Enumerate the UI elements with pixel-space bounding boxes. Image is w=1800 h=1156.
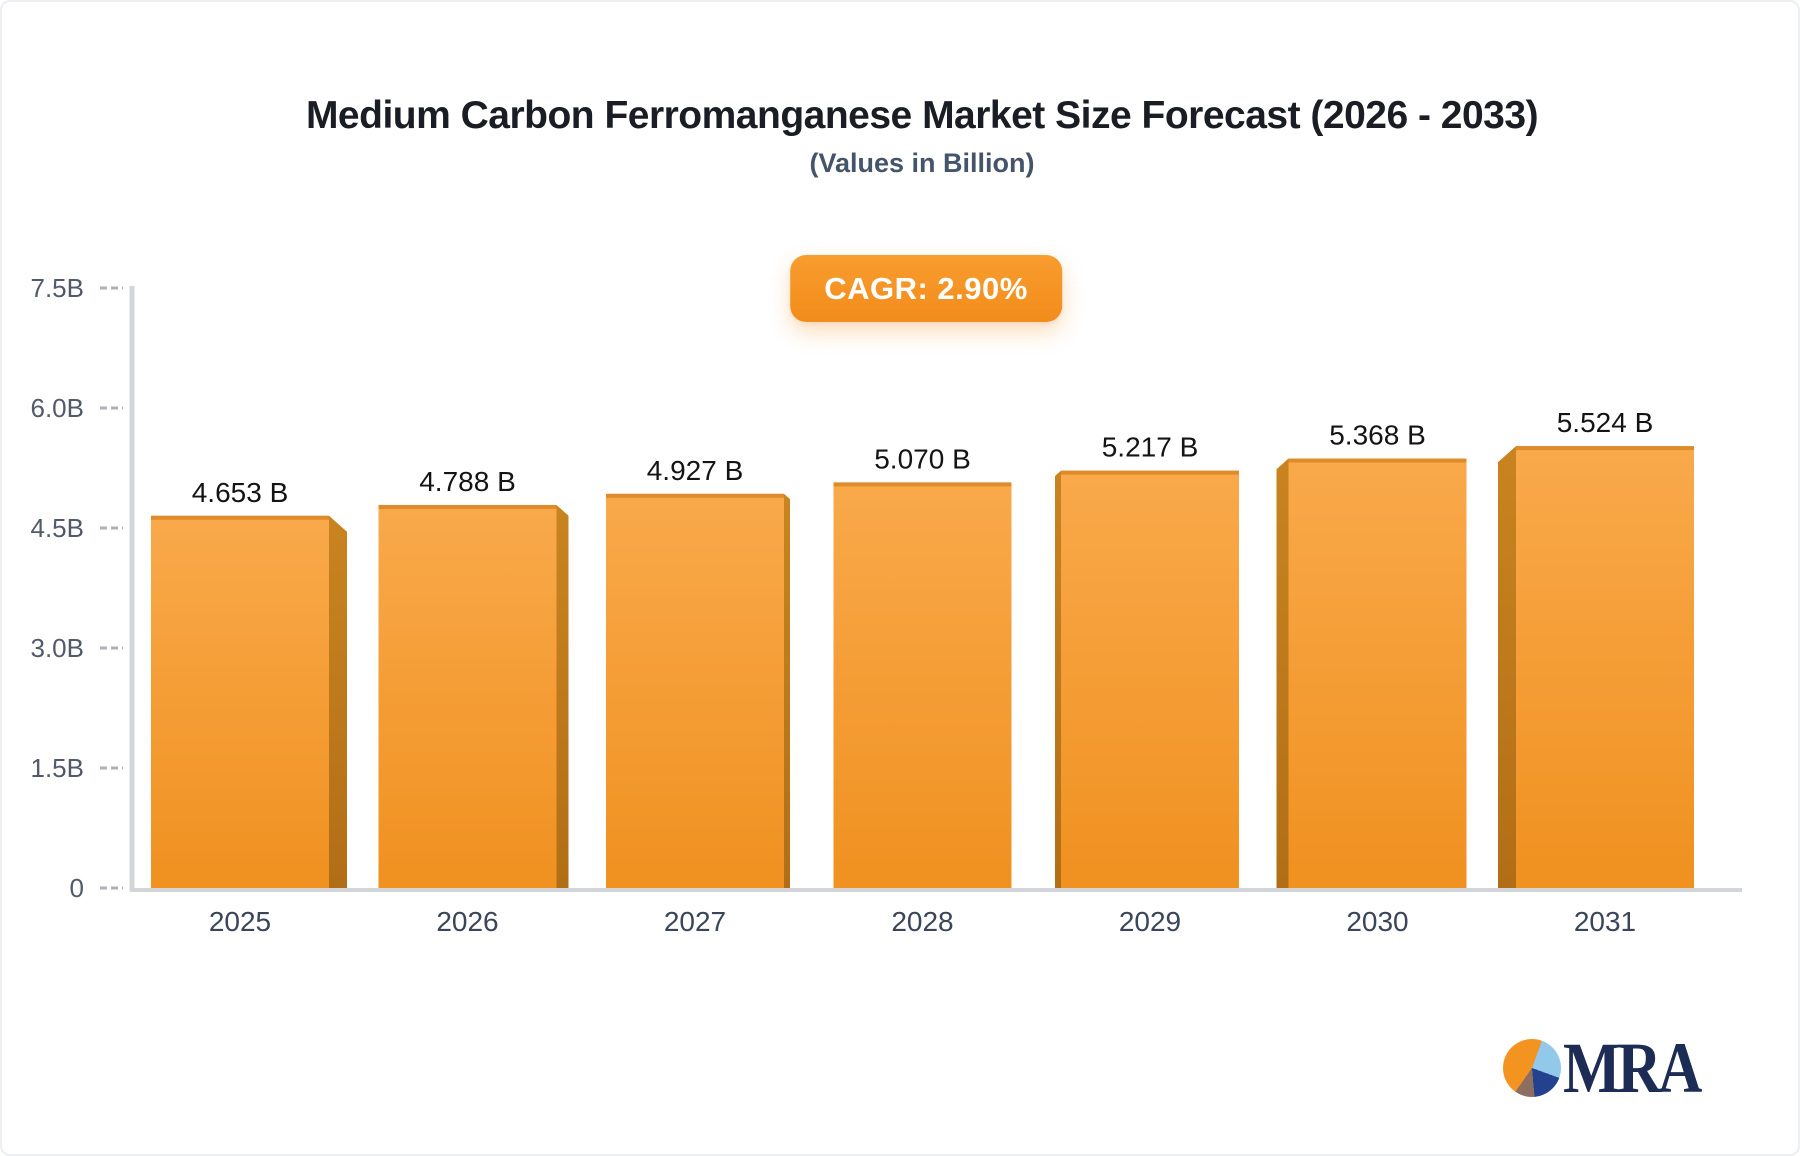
y-tick-label-1.5B: 1.5B (31, 753, 85, 783)
bar-side-2031 (1498, 446, 1516, 888)
bar-top-edge-2030 (1288, 458, 1467, 463)
bar-top-edge-2027 (606, 493, 784, 498)
x-tick-label-2026: 2026 (436, 906, 498, 937)
brand-logo: MRA (1503, 1032, 1723, 1104)
bar-top-edge-2025 (151, 515, 329, 520)
cagr-badge: CAGR: 2.90% (790, 255, 1062, 322)
bar-side-2027 (784, 493, 790, 888)
pie-chart-icon (1503, 1039, 1561, 1097)
bar-side-2030 (1276, 458, 1289, 888)
bar-2026 (378, 504, 557, 888)
bar-2029 (1061, 470, 1239, 888)
bar-top-edge-2026 (378, 504, 557, 509)
bar-top-edge-2031 (1516, 446, 1694, 451)
y-tick-label-0: 0 (70, 873, 84, 903)
x-tick-label-2031: 2031 (1574, 906, 1636, 937)
bar-value-label-2030: 5.368 B (1329, 420, 1426, 451)
bar-value-label-2031: 5.524 B (1557, 407, 1654, 438)
bar-side-2025 (329, 515, 347, 888)
y-tick-label-3.0B: 3.0B (31, 633, 85, 663)
bar-value-label-2028: 5.070 B (874, 443, 971, 474)
chart-title: Medium Carbon Ferromanganese Market Size… (305, 94, 1539, 137)
x-tick-label-2030: 2030 (1346, 906, 1408, 937)
y-tick-label-7.5B: 7.5B (31, 273, 85, 303)
bar-2031 (1516, 446, 1694, 888)
bar-top-edge-2028 (833, 482, 1012, 487)
bar-top-edge-2029 (1061, 470, 1239, 475)
y-tick-label-6.0B: 6.0B (31, 393, 85, 423)
bar-2028 (833, 482, 1012, 888)
x-tick-label-2029: 2029 (1119, 906, 1181, 937)
y-tick-label-4.5B: 4.5B (31, 513, 85, 543)
logo-text: MRA (1563, 1028, 1702, 1108)
bar-value-label-2027: 4.927 B (647, 455, 744, 486)
cagr-badge-label: CAGR: 2.90% (824, 270, 1028, 306)
bar-value-label-2025: 4.653 B (192, 477, 289, 508)
chart-subtitle: (Values in Billion) (809, 148, 1035, 178)
bar-value-label-2029: 5.217 B (1102, 432, 1199, 463)
bar-2027 (606, 493, 784, 888)
bar-side-2029 (1055, 470, 1061, 888)
bar-2030 (1288, 458, 1467, 888)
bar-side-2026 (556, 504, 569, 888)
bar-value-label-2026: 4.788 B (419, 466, 516, 497)
x-tick-label-2025: 2025 (209, 906, 271, 937)
x-tick-label-2028: 2028 (891, 906, 953, 937)
bar-2025 (151, 515, 329, 888)
x-tick-label-2027: 2027 (664, 906, 726, 937)
